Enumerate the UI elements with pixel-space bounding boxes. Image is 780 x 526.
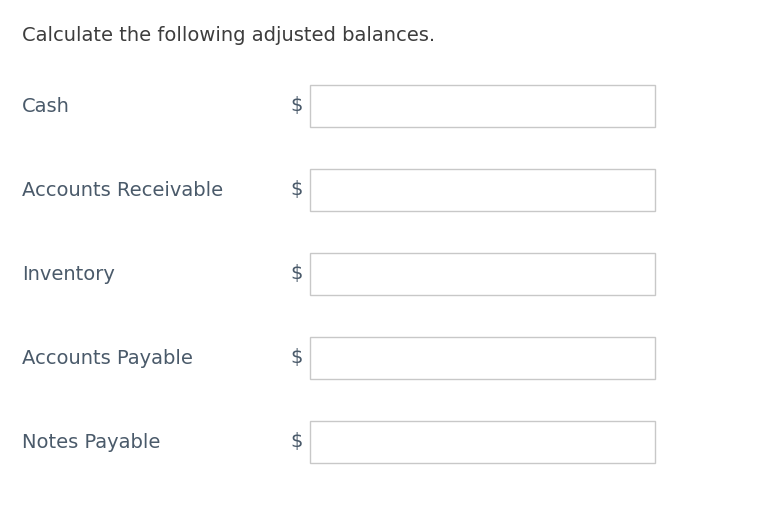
Text: Inventory: Inventory [22,265,115,284]
Text: $: $ [290,96,303,116]
FancyBboxPatch shape [310,421,655,463]
Text: $: $ [290,180,303,199]
FancyBboxPatch shape [310,169,655,211]
Text: Notes Payable: Notes Payable [22,432,161,451]
Text: Accounts Receivable: Accounts Receivable [22,180,223,199]
Text: $: $ [290,432,303,451]
FancyBboxPatch shape [310,253,655,295]
Text: $: $ [290,265,303,284]
Text: Cash: Cash [22,96,70,116]
FancyBboxPatch shape [310,85,655,127]
Text: Calculate the following adjusted balances.: Calculate the following adjusted balance… [22,26,435,45]
FancyBboxPatch shape [310,337,655,379]
Text: $: $ [290,349,303,368]
Text: Accounts Payable: Accounts Payable [22,349,193,368]
